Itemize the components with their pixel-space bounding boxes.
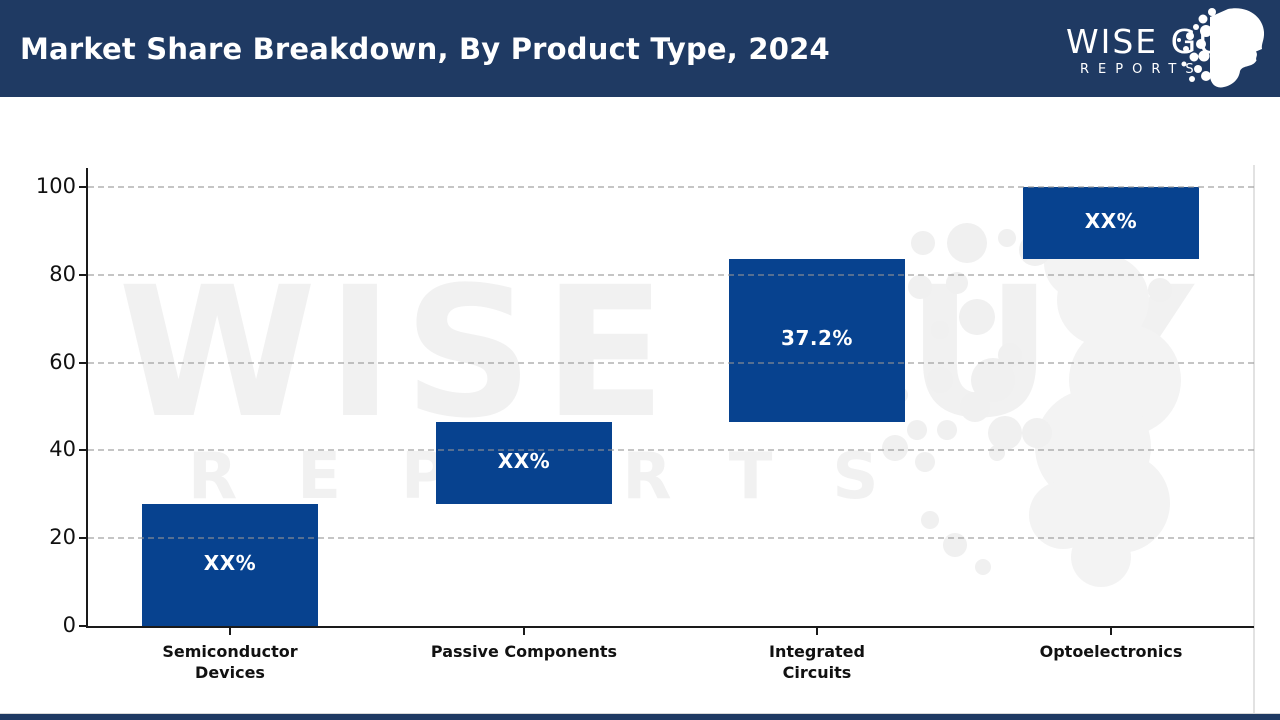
x-category-label: Optoelectronics [981, 641, 1241, 662]
header: Market Share Breakdown, By Product Type,… [0, 0, 1280, 97]
bar-label: XX% [497, 448, 551, 473]
y-tick [79, 449, 87, 452]
y-tick-label: 60 [49, 349, 76, 374]
bar-label: XX% [1084, 208, 1138, 233]
x-tick [816, 628, 818, 635]
x-category-label-line: Integrated [769, 642, 865, 661]
figure-bottom-edge [0, 713, 1280, 714]
x-category-label-line: Devices [195, 663, 265, 682]
x-axis [86, 626, 1254, 628]
chart-title: Market Share Breakdown, By Product Type,… [20, 31, 830, 66]
x-tick [1110, 628, 1112, 635]
footer-bar [0, 714, 1280, 720]
gridline [88, 449, 1254, 452]
bar-label: XX% [203, 550, 257, 575]
gridline [88, 186, 1254, 188]
gridline [88, 273, 1254, 276]
x-category-label: Semiconductor Devices [100, 641, 360, 683]
bar-integrated-circuits [729, 258, 905, 422]
x-category-label: Integrated Circuits [687, 641, 947, 683]
x-category-label-line: Semiconductor [162, 642, 298, 661]
x-category-label-line: Passive Components [430, 642, 618, 661]
x-category-label-line: Optoelectronics [1039, 642, 1183, 661]
bar-optoelectronics [1023, 187, 1199, 259]
y-tick [79, 273, 87, 276]
logo-reports: REPORTS [1080, 62, 1203, 77]
y-tick-label: 100 [35, 174, 76, 198]
y-tick [79, 186, 87, 188]
watermark-head-icon [878, 222, 1193, 615]
gridline [88, 361, 1254, 364]
plot-right-edge [1253, 165, 1255, 715]
y-tick-label: 0 [62, 613, 76, 637]
x-tick [229, 628, 231, 635]
y-tick [79, 537, 87, 540]
x-tick [523, 628, 525, 635]
y-axis [86, 168, 88, 628]
y-tick [79, 625, 87, 627]
y-tick [79, 361, 87, 364]
bar-semiconductor-devices [142, 503, 318, 626]
x-category-label: Passive Components [394, 641, 654, 662]
gridline [88, 537, 1254, 540]
brand-logo: WISE GUY REPORTS [1024, 0, 1274, 97]
y-tick-label: 20 [49, 525, 76, 550]
logo-head-icon [1177, 8, 1265, 88]
bar-passive components [436, 421, 612, 504]
bar-label: 37.2% [781, 326, 853, 351]
x-category-label-line: Circuits [782, 663, 852, 682]
y-tick-label: 80 [49, 261, 76, 286]
y-tick-label: 40 [49, 437, 76, 462]
